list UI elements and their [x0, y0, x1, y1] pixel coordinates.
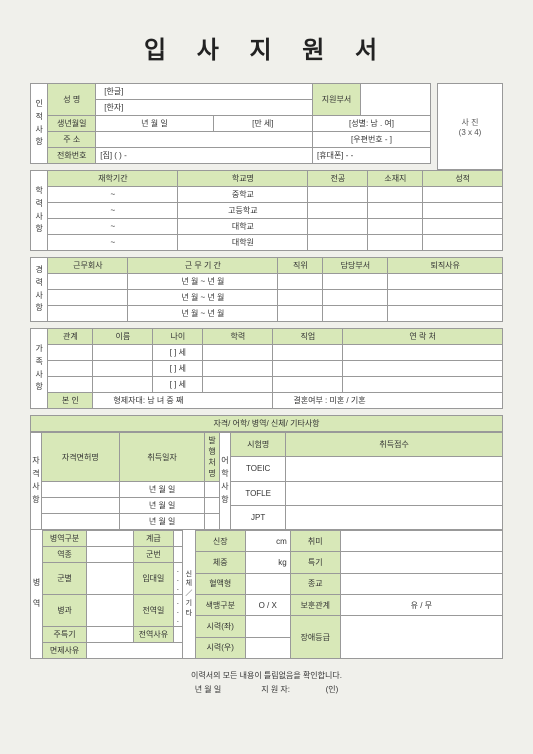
cert-table: 자격면허명취득일자발행처명 년 월 일 년 월 일 년 월 일	[41, 432, 220, 530]
sig-date: 년 월 일	[195, 683, 222, 697]
name-kr: [한글]	[96, 84, 313, 100]
personal-sidelabel: 인적 사항	[30, 83, 47, 164]
table-row: 년 월 일	[41, 482, 219, 498]
lang-sidelabel: 어학 사항	[220, 432, 230, 530]
table-row: [ ] 세	[48, 345, 503, 361]
table-row: ~고등학교	[48, 203, 503, 219]
table-row: 년 월 ~ 년 월	[48, 290, 503, 306]
table-row: [ ] 세	[48, 377, 503, 393]
label-self: 본 인	[48, 393, 93, 409]
name-cn: [한자]	[96, 100, 313, 116]
table-row: JPT	[231, 505, 503, 529]
table-row: ~대학원	[48, 235, 503, 251]
family-table: 관계 이름 나이 학력 직업 연 락 처 [ ] 세 [ ] 세 [ ] 세 본…	[47, 328, 503, 409]
addr-value[interactable]	[96, 132, 313, 148]
phone-home: [집] ( ) -	[96, 148, 313, 164]
sig-applicant: 지 원 자:	[261, 685, 290, 694]
page-title: 입 사 지 원 서	[30, 30, 503, 65]
family-sidelabel: 가족 사항	[30, 328, 47, 409]
marital: 결혼여부 : 미혼 / 기혼	[273, 393, 503, 409]
mil-table: 병역구분계급 역종군번 군별입대일. . . 병과전역일. . . 주특기전역사…	[42, 530, 183, 659]
table-row: 년 월 ~ 년 월	[48, 306, 503, 322]
table-row: [ ] 세	[48, 361, 503, 377]
footer: 이력서의 모든 내용이 틀림없음을 확인합니다. 년 월 일 지 원 자: (인…	[30, 669, 503, 698]
personal-table: 성 명 [한글] 지원부서 [한자] 생년월일 년 월 일 [만 세] [성별:…	[47, 83, 431, 164]
seal: (인)	[326, 685, 339, 694]
birth-date: 년 월 일	[96, 116, 213, 132]
label-name: 성 명	[48, 84, 96, 116]
addr-post: [우편번호 - ]	[313, 132, 431, 148]
lang-table: 시험명취득점수 TOEIC TOFLE JPT	[230, 432, 503, 530]
body-table: 신장cm취미 체중kg특기 혈액형종교 색맹구분O / X보훈관계유 / 무 시…	[195, 530, 503, 659]
table-row: ~중학교	[48, 187, 503, 203]
label-addr: 주 소	[48, 132, 96, 148]
body-sidelabel: 신체 ／기타	[183, 530, 195, 659]
table-row: TOFLE	[231, 481, 503, 505]
career-sidelabel: 경력 사항	[30, 257, 47, 322]
label-phone: 전화번호	[48, 148, 96, 164]
phone-mobile: [휴대폰] - -	[313, 148, 431, 164]
photo-box: 사 진 (3 x 4)	[437, 83, 503, 170]
label-dept: 지원부서	[313, 84, 361, 116]
edu-table: 재학기간 학교명 전공 소재지 성적 ~중학교 ~고등학교 ~대학교 ~대학원	[47, 170, 503, 251]
table-row: TOEIC	[231, 457, 503, 481]
career-table: 근무회사 근 무 기 간 직위 담당부서 퇴직사유 년 월 ~ 년 월 년 월 …	[47, 257, 503, 322]
table-row: 년 월 일	[41, 514, 219, 530]
siblings: 형제자대: 남 녀 중 째	[93, 393, 273, 409]
table-row: 년 월 일	[41, 498, 219, 514]
edu-sidelabel: 학력 사항	[30, 170, 47, 251]
dept-value[interactable]	[361, 84, 431, 116]
mil-sidelabel: 병역	[30, 530, 42, 659]
label-birth: 생년월일	[48, 116, 96, 132]
table-row: 년 월 ~ 년 월	[48, 274, 503, 290]
table-row: ~대학교	[48, 219, 503, 235]
confirm-text: 이력서의 모든 내용이 틀림없음을 확인합니다.	[30, 669, 503, 683]
birth-age: [만 세]	[213, 116, 312, 132]
etc-title: 자격/ 어학/ 병역/ 신체/ 기타사항	[31, 416, 503, 432]
birth-gender: [성별: 남 . 여]	[313, 116, 431, 132]
cert-sidelabel: 자격 사항	[30, 432, 41, 530]
